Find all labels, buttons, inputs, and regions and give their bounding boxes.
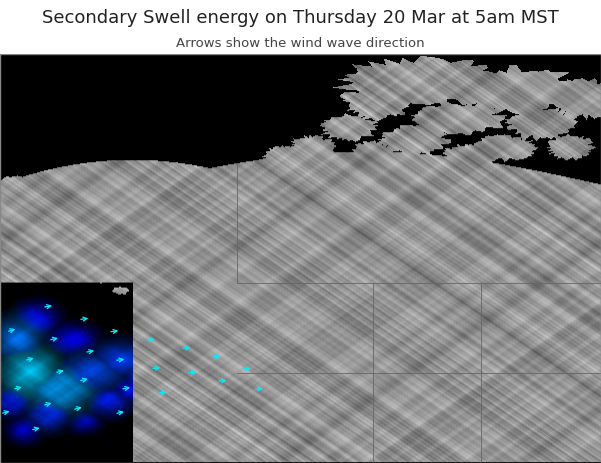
Text: Secondary Swell energy on Thursday 20 Mar at 5am MST: Secondary Swell energy on Thursday 20 Ma… <box>42 8 559 26</box>
Text: Arrows show the wind wave direction: Arrows show the wind wave direction <box>176 37 425 50</box>
